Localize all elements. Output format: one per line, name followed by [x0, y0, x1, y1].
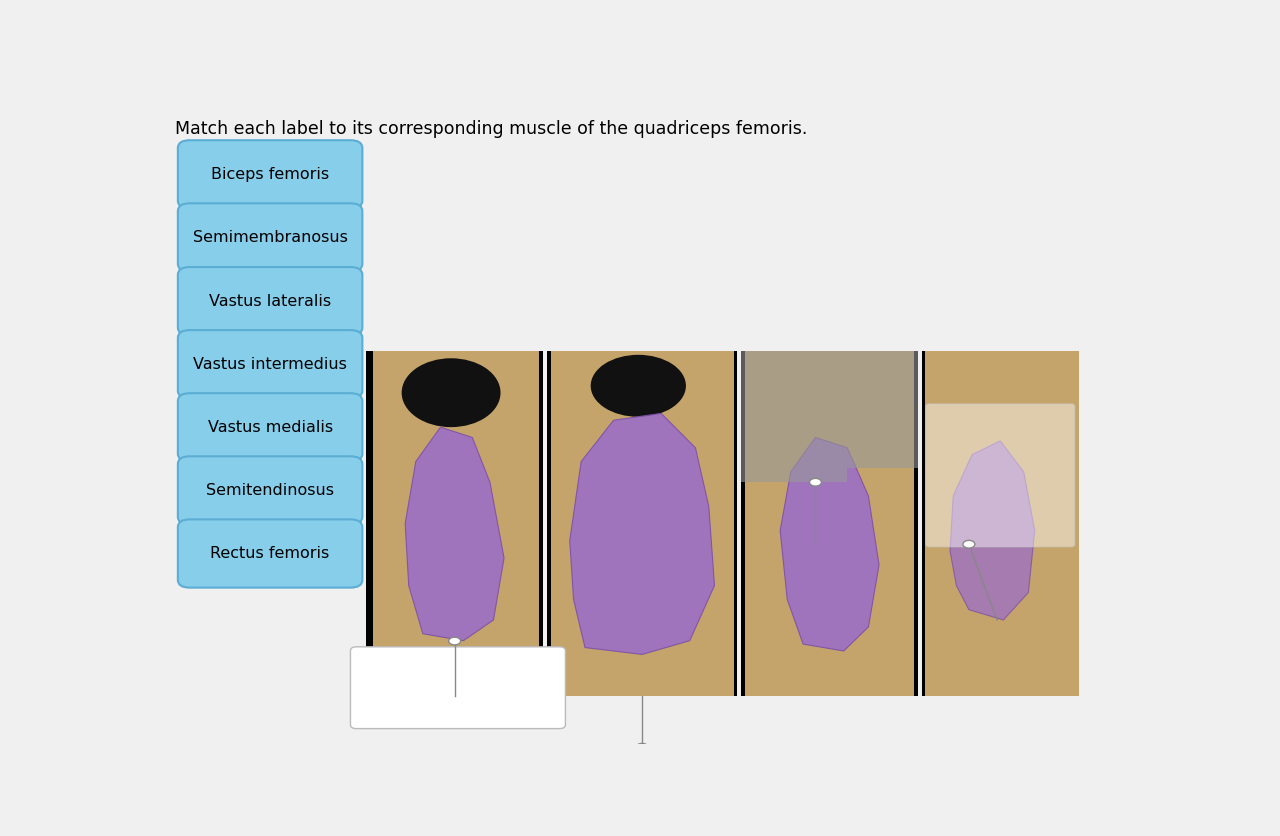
Circle shape	[809, 478, 822, 486]
FancyBboxPatch shape	[531, 753, 753, 836]
Bar	[741, 351, 918, 696]
FancyBboxPatch shape	[178, 393, 362, 461]
Bar	[366, 351, 374, 696]
FancyBboxPatch shape	[178, 519, 362, 588]
Bar	[366, 351, 543, 696]
FancyBboxPatch shape	[178, 330, 362, 399]
FancyBboxPatch shape	[925, 404, 1075, 547]
Circle shape	[963, 540, 975, 548]
Text: Semitendinosus: Semitendinosus	[206, 483, 334, 498]
FancyBboxPatch shape	[351, 647, 566, 729]
Bar	[922, 351, 1079, 696]
Text: Rectus femoris: Rectus femoris	[210, 546, 330, 561]
Text: Semimembranosus: Semimembranosus	[193, 230, 348, 245]
Bar	[741, 351, 745, 696]
Circle shape	[449, 637, 461, 645]
Bar	[366, 351, 543, 696]
Bar	[547, 351, 737, 696]
FancyBboxPatch shape	[178, 267, 362, 335]
Ellipse shape	[590, 354, 686, 417]
Polygon shape	[570, 413, 714, 655]
Text: Biceps femoris: Biceps femoris	[211, 167, 329, 182]
Bar	[847, 351, 918, 468]
Bar	[914, 351, 918, 696]
Bar	[922, 351, 925, 696]
Text: Vastus intermedius: Vastus intermedius	[193, 357, 347, 372]
Circle shape	[636, 743, 648, 751]
Bar	[547, 351, 737, 696]
FancyBboxPatch shape	[178, 140, 362, 208]
Polygon shape	[406, 427, 504, 640]
Polygon shape	[780, 437, 879, 651]
Bar	[733, 351, 737, 696]
Bar	[539, 351, 543, 696]
Bar	[922, 351, 1079, 696]
Polygon shape	[950, 441, 1034, 620]
FancyBboxPatch shape	[178, 456, 362, 524]
Text: Vastus medialis: Vastus medialis	[207, 420, 333, 435]
Ellipse shape	[402, 359, 500, 427]
Text: Vastus lateralis: Vastus lateralis	[209, 293, 332, 308]
FancyBboxPatch shape	[178, 203, 362, 272]
Bar	[547, 351, 550, 696]
Bar	[741, 351, 847, 482]
Text: Match each label to its corresponding muscle of the quadriceps femoris.: Match each label to its corresponding mu…	[175, 120, 808, 138]
Bar	[741, 351, 918, 696]
